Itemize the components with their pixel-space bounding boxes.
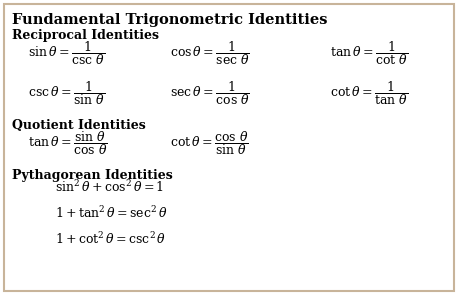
Text: Fundamental Trigonometric Identities: Fundamental Trigonometric Identities [12,13,327,27]
Text: $\cos\theta = \dfrac{1}{\sec\,\theta}$: $\cos\theta = \dfrac{1}{\sec\,\theta}$ [170,39,250,67]
Text: Pythagorean Identities: Pythagorean Identities [12,169,173,182]
Text: $\cot\theta = \dfrac{\cos\,\theta}{\sin\,\theta}$: $\cot\theta = \dfrac{\cos\,\theta}{\sin\… [170,129,249,157]
Text: $\cot\theta = \dfrac{1}{\tan\,\theta}$: $\cot\theta = \dfrac{1}{\tan\,\theta}$ [330,79,408,107]
Text: $\csc\theta = \dfrac{1}{\sin\,\theta}$: $\csc\theta = \dfrac{1}{\sin\,\theta}$ [28,79,105,107]
Text: Quotient Identities: Quotient Identities [12,119,146,132]
Text: Reciprocal Identities: Reciprocal Identities [12,29,159,42]
Text: $\tan\theta = \dfrac{\sin\,\theta}{\cos\,\theta}$: $\tan\theta = \dfrac{\sin\,\theta}{\cos\… [28,129,108,157]
Text: $1 + \cot^2\theta = \csc^2\theta$: $1 + \cot^2\theta = \csc^2\theta$ [55,231,166,247]
Text: $\sec\theta = \dfrac{1}{\cos\,\theta}$: $\sec\theta = \dfrac{1}{\cos\,\theta}$ [170,79,250,107]
Text: $\tan\theta = \dfrac{1}{\cot\,\theta}$: $\tan\theta = \dfrac{1}{\cot\,\theta}$ [330,39,408,67]
Text: $1 + \tan^2\theta = \sec^2\theta$: $1 + \tan^2\theta = \sec^2\theta$ [55,205,168,221]
Text: $\sin^2\theta + \cos^2\theta = 1$: $\sin^2\theta + \cos^2\theta = 1$ [55,179,164,195]
Text: $\sin\theta = \dfrac{1}{\csc\,\theta}$: $\sin\theta = \dfrac{1}{\csc\,\theta}$ [28,39,105,67]
